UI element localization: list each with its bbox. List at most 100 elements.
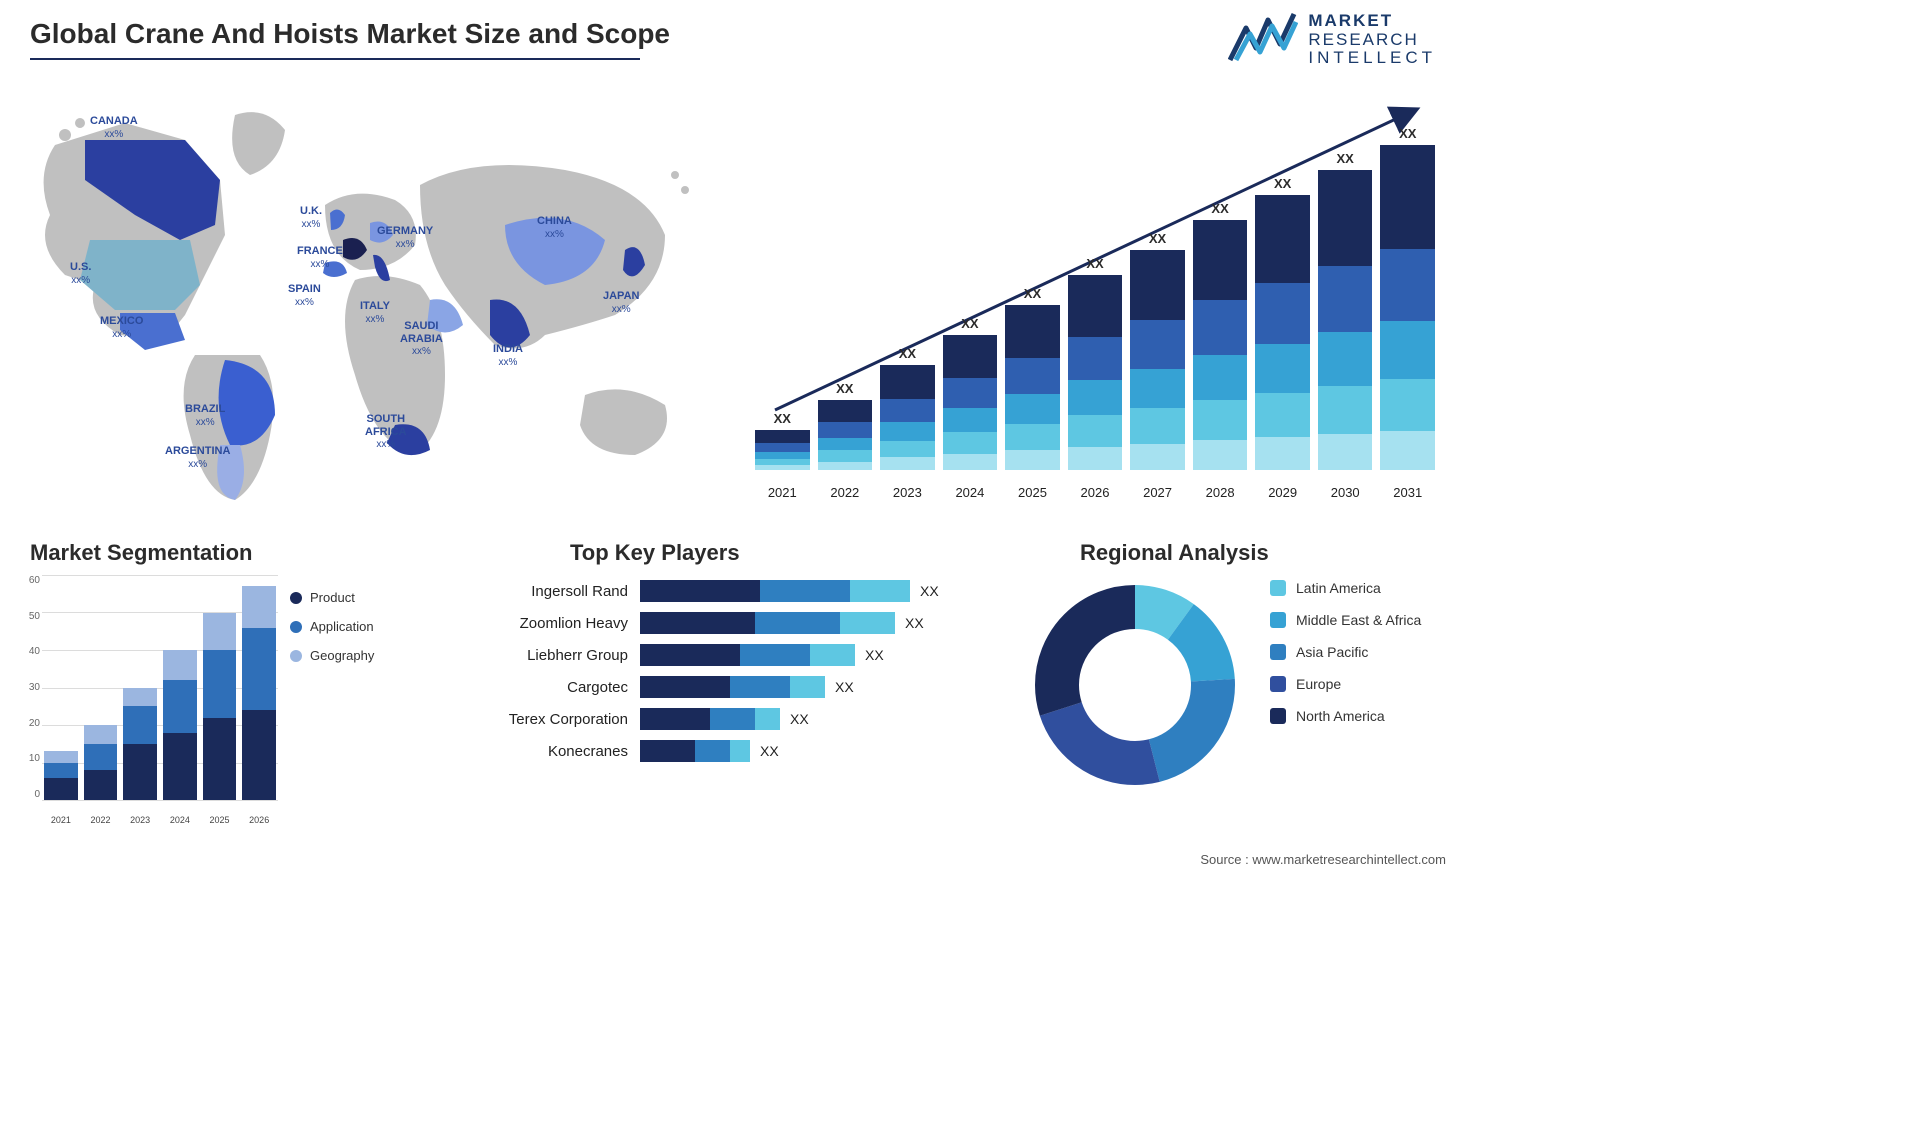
regional-legend: Latin America Middle East & Africa Asia Pa… [1270, 580, 1421, 740]
logo-line3: INTELLECT [1308, 49, 1436, 68]
player-value: XX [905, 615, 924, 631]
seg-bar [163, 650, 197, 800]
map-label: JAPANxx% [603, 290, 639, 315]
year-label: 2022 [818, 485, 873, 500]
map-label: ARGENTINAxx% [165, 445, 230, 470]
player-name: Liebherr Group [470, 647, 640, 664]
map-label: SOUTHAFRICAxx% [365, 413, 407, 451]
brand-logo: MARKET RESEARCH INTELLECT [1228, 10, 1436, 70]
bar-value-label: XX [1337, 151, 1354, 166]
segmentation-heading: Market Segmentation [30, 540, 253, 566]
bar-value-label: XX [1399, 126, 1416, 141]
map-label: CHINAxx% [537, 215, 572, 240]
legend-item: Asia Pacific [1270, 644, 1421, 660]
main-bar: XX [1255, 176, 1310, 470]
bar-value-label: XX [1024, 286, 1041, 301]
seg-bar [84, 725, 118, 800]
map-label: SAUDIARABIAxx% [400, 320, 443, 358]
player-name: Zoomlion Heavy [470, 615, 640, 632]
main-bar: XX [880, 346, 935, 470]
title-underline [30, 58, 640, 60]
player-row: Konecranes XX [470, 740, 980, 762]
year-label: 2026 [1068, 485, 1123, 500]
bar-value-label: XX [961, 316, 978, 331]
legend-item: Application [290, 619, 374, 634]
players-chart: Ingersoll Rand XX Zoomlion Heavy XX Liebherr… [470, 580, 980, 772]
legend-swatch-icon [1270, 708, 1286, 724]
map-label: U.K.xx% [300, 205, 322, 230]
page-title: Global Crane And Hoists Market Size and … [30, 18, 670, 50]
logo-text: MARKET RESEARCH INTELLECT [1308, 12, 1436, 68]
legend-swatch-icon [1270, 676, 1286, 692]
seg-bar [123, 688, 157, 801]
year-label: 2024 [943, 485, 998, 500]
legend-item: Product [290, 590, 374, 605]
legend-swatch-icon [290, 621, 302, 633]
main-bar: XX [1380, 126, 1435, 470]
bar-value-label: XX [1086, 256, 1103, 271]
bar-value-label: XX [1211, 201, 1228, 216]
legend-item: Europe [1270, 676, 1421, 692]
legend-swatch-icon [290, 650, 302, 662]
source-attribution: Source : www.marketresearchintellect.com [1200, 852, 1446, 867]
map-label: SPAINxx% [288, 283, 321, 308]
seg-bar [242, 586, 276, 800]
logo-line2: RESEARCH [1308, 31, 1436, 50]
player-value: XX [790, 711, 809, 727]
player-row: Cargotec XX [470, 676, 980, 698]
player-value: XX [760, 743, 779, 759]
map-label: U.S.xx% [70, 261, 91, 286]
map-label: ITALYxx% [360, 300, 390, 325]
legend-item: Geography [290, 648, 374, 663]
legend-item: North America [1270, 708, 1421, 724]
main-bar: XX [818, 381, 873, 470]
main-bar: XX [1068, 256, 1123, 470]
main-bar: XX [1318, 151, 1373, 470]
map-label: FRANCExx% [297, 245, 343, 270]
player-row: Zoomlion Heavy XX [470, 612, 980, 634]
bar-value-label: XX [899, 346, 916, 361]
players-heading: Top Key Players [570, 540, 740, 566]
year-label: 2030 [1318, 485, 1373, 500]
legend-item: Middle East & Africa [1270, 612, 1421, 628]
main-bar: XX [1005, 286, 1060, 470]
main-bar: XX [755, 411, 810, 470]
segmentation-chart: 6050403020100 202120222023202420252026 [18, 575, 278, 825]
bar-value-label: XX [774, 411, 791, 426]
segmentation-legend: Product Application Geography [290, 590, 374, 677]
map-label: BRAZILxx% [185, 403, 225, 428]
map-label: CANADAxx% [90, 115, 138, 140]
player-value: XX [835, 679, 854, 695]
year-label: 2023 [880, 485, 935, 500]
bar-value-label: XX [1149, 231, 1166, 246]
legend-item: Latin America [1270, 580, 1421, 596]
year-label: 2021 [755, 485, 810, 500]
player-value: XX [920, 583, 939, 599]
bar-value-label: XX [1274, 176, 1291, 191]
player-value: XX [865, 647, 884, 663]
year-label: 2027 [1130, 485, 1185, 500]
bar-value-label: XX [836, 381, 853, 396]
map-label: GERMANYxx% [377, 225, 433, 250]
player-name: Cargotec [470, 679, 640, 696]
seg-bar [203, 613, 237, 801]
year-label: 2028 [1193, 485, 1248, 500]
map-label: MEXICOxx% [100, 315, 143, 340]
logo-mark-icon [1228, 10, 1298, 70]
legend-swatch-icon [1270, 612, 1286, 628]
regional-heading: Regional Analysis [1080, 540, 1269, 566]
player-name: Ingersoll Rand [470, 583, 640, 600]
world-map: CANADAxx% U.S.xx% MEXICOxx% BRAZILxx% ARGENT… [25, 85, 715, 505]
regional-donut [1020, 570, 1250, 800]
year-label: 2029 [1255, 485, 1310, 500]
main-bar: XX [1193, 201, 1248, 470]
player-name: Konecranes [470, 743, 640, 760]
legend-swatch-icon [290, 592, 302, 604]
main-bar: XX [943, 316, 998, 470]
map-label: INDIAxx% [493, 343, 523, 368]
legend-swatch-icon [1270, 580, 1286, 596]
player-row: Terex CorporationXX [470, 708, 980, 730]
legend-swatch-icon [1270, 644, 1286, 660]
year-label: 2025 [1005, 485, 1060, 500]
seg-bar [44, 751, 78, 800]
